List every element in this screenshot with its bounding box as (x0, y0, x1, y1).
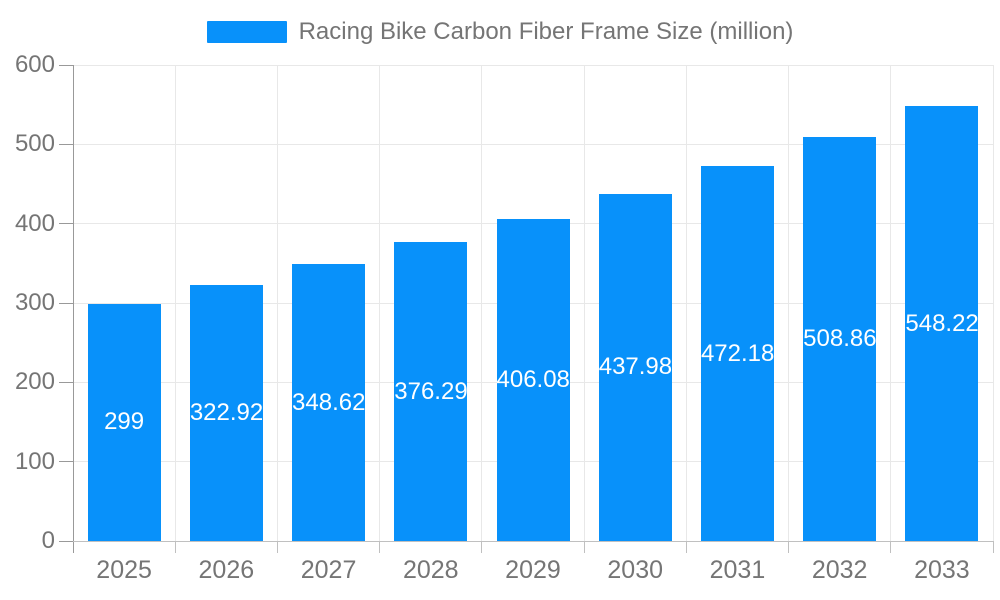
x-axis-tick (481, 541, 483, 553)
grid-line-vertical (174, 65, 176, 541)
legend-swatch (206, 21, 287, 43)
grid-line-vertical (379, 65, 381, 541)
y-axis-tick-label: 100 (14, 447, 55, 475)
bar[interactable]: 472.18 (700, 166, 775, 541)
y-axis-tick (59, 223, 73, 225)
bar-value-label: 437.98 (598, 353, 673, 381)
bar[interactable]: 348.62 (292, 264, 365, 541)
grid-line-vertical (481, 65, 483, 541)
bar-value-label: 508.86 (803, 325, 877, 353)
bar[interactable]: 299 (87, 303, 161, 541)
bar-value-label: 376.29 (394, 377, 468, 405)
x-axis-category-label: 2032 (811, 556, 868, 584)
x-axis-tick (788, 541, 790, 553)
x-axis-tick (174, 541, 176, 553)
y-axis-tick-label: 200 (14, 368, 55, 396)
x-axis-tick (685, 541, 687, 553)
grid-line-horizontal (73, 64, 993, 66)
x-axis-category-label: 2027 (300, 556, 357, 584)
grid-line-vertical (685, 65, 687, 541)
y-axis-tick (59, 540, 73, 542)
grid-line-vertical (276, 65, 278, 541)
legend-label: Racing Bike Carbon Fiber Frame Size (mil… (298, 18, 794, 45)
x-axis-category-label: 2028 (402, 556, 459, 584)
bar-value-label: 406.08 (496, 365, 570, 393)
y-axis-tick-label: 300 (14, 289, 55, 316)
bar-value-label: 472.18 (700, 339, 775, 367)
bar[interactable]: 376.29 (394, 242, 468, 541)
bar-value-label: 548.22 (905, 309, 979, 337)
y-axis-tick (59, 302, 73, 304)
y-axis-tick (59, 381, 73, 383)
grid-line-vertical (583, 65, 585, 541)
y-axis-tick-label: 0 (41, 527, 55, 554)
y-axis-tick-label: 500 (14, 130, 55, 158)
x-axis-category-label: 2029 (505, 556, 561, 584)
y-axis-tick-label: 400 (14, 209, 55, 237)
x-axis-tick (379, 541, 381, 553)
bar[interactable]: 322.92 (189, 284, 264, 541)
bar[interactable]: 548.22 (905, 106, 979, 541)
grid-line-vertical (788, 65, 790, 541)
bar[interactable]: 508.86 (803, 137, 877, 541)
x-axis-category-label: 2025 (96, 556, 152, 584)
grid-line-vertical (890, 65, 892, 541)
x-axis-tick (583, 541, 585, 553)
bar[interactable]: 406.08 (496, 218, 570, 541)
bar[interactable]: 437.98 (598, 193, 673, 541)
x-axis-category-label: 2033 (914, 556, 970, 584)
y-axis-line (72, 65, 74, 553)
bar-value-label: 299 (104, 408, 145, 436)
x-axis-category-label: 2026 (198, 556, 255, 584)
bar-value-label: 322.92 (189, 398, 264, 426)
legend[interactable]: Racing Bike Carbon Fiber Frame Size (mil… (0, 18, 1000, 45)
y-axis-tick (59, 143, 73, 145)
x-axis-tick (890, 541, 892, 553)
x-axis-line (73, 540, 993, 542)
y-axis-tick (59, 461, 73, 463)
y-axis-tick-label: 600 (14, 51, 55, 78)
bar-value-label: 348.62 (292, 388, 366, 416)
x-axis-category-label: 2031 (709, 556, 766, 584)
x-axis-tick (992, 541, 994, 553)
x-axis-tick (276, 541, 278, 553)
y-axis-tick (59, 64, 73, 66)
grid-line-vertical (992, 65, 994, 541)
x-axis-category-label: 2030 (607, 556, 664, 584)
grid-line-horizontal (73, 143, 993, 145)
